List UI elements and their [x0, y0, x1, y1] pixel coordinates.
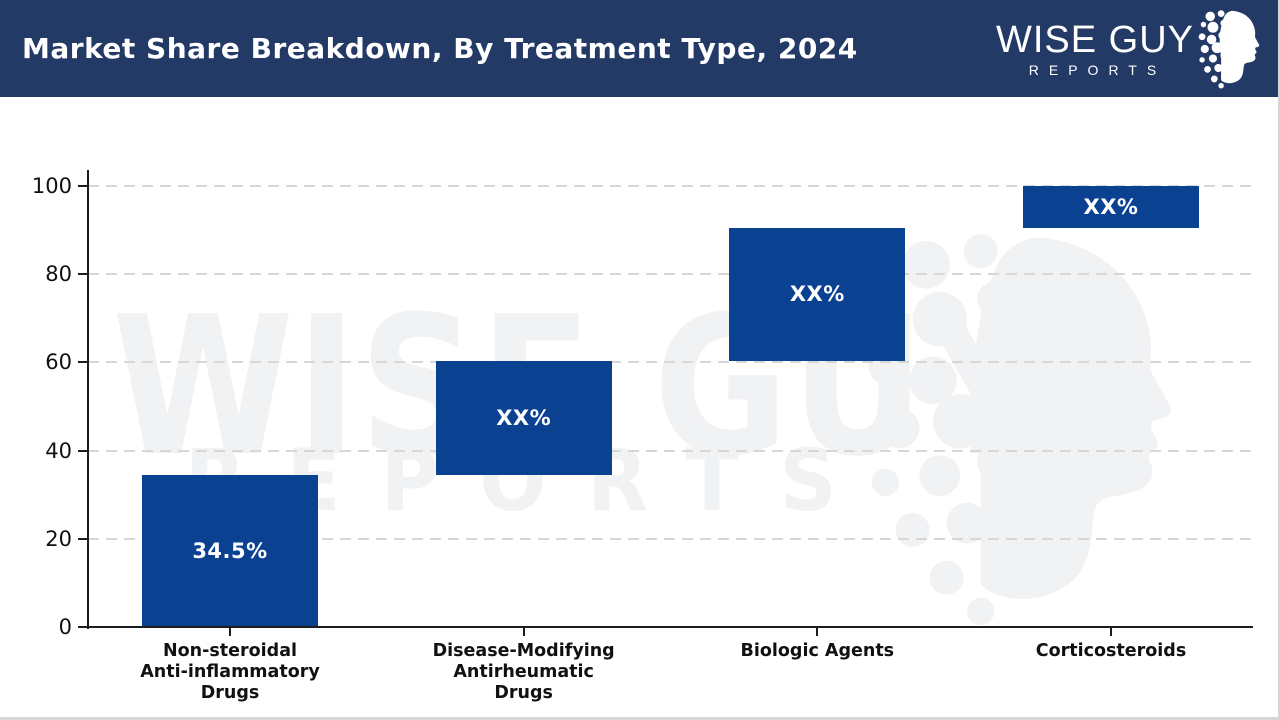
y-tick-label: 80 — [45, 262, 72, 287]
wise-guy-logo: WISE GUY REPORTS — [996, 6, 1266, 92]
x-axis-label-line: Drugs — [200, 683, 260, 703]
y-tick-mark — [78, 449, 87, 452]
gridline — [88, 273, 1253, 276]
x-axis-label: Biologic Agents — [667, 641, 967, 662]
x-axis-line — [87, 626, 1253, 628]
y-tick-mark — [78, 626, 87, 628]
gridline — [88, 361, 1253, 364]
bar-value-label: XX% — [1083, 194, 1139, 219]
bar-value-label: XX% — [789, 282, 845, 307]
x-axis-label-line: Drugs — [494, 683, 553, 703]
gridline — [88, 185, 1253, 187]
y-tick-label: 60 — [45, 350, 72, 375]
x-axis-label-line: Non-steroidal — [162, 641, 298, 661]
logo-text: WISE GUY REPORTS — [996, 20, 1194, 78]
x-axis-label-line: Biologic Agents — [740, 641, 895, 661]
y-axis-line — [87, 170, 89, 629]
x-axis-label: Non-steroidal Anti-inflammatory Drugs — [80, 641, 380, 704]
bar: 34.5% — [142, 474, 318, 627]
x-axis-label-line: Antirheumatic — [453, 662, 594, 682]
y-tick-label: 40 — [45, 438, 72, 463]
x-tick-mark — [522, 627, 525, 636]
x-tick-mark — [816, 627, 819, 636]
y-tick-mark — [78, 537, 87, 540]
gridline — [88, 537, 1253, 540]
y-tick-mark — [78, 361, 87, 364]
x-tick-mark — [1110, 627, 1112, 636]
bar: XX% — [729, 227, 906, 362]
chart-area: 34.5% XX% XX% XX% 0 20 40 60 80 100 Non-steroidal… — [0, 97, 1280, 717]
y-tick-label: 100 — [31, 174, 72, 198]
page-title: Market Share Breakdown, By Treatment Typ… — [22, 32, 858, 65]
wiseguy-head-icon — [1198, 10, 1260, 89]
gridline — [88, 449, 1253, 452]
bar: XX% — [435, 361, 612, 475]
header-bar: Market Share Breakdown, By Treatment Typ… — [0, 0, 1280, 97]
x-axis-label: Disease-Modifying Antirheumatic Drugs — [374, 641, 674, 704]
bar-value-label: XX% — [496, 405, 552, 430]
x-axis-label: Corticosteroids — [961, 641, 1261, 662]
logo-subtitle: REPORTS — [1028, 62, 1167, 78]
y-tick-mark — [78, 273, 87, 276]
x-axis-label-line: Corticosteroids — [1035, 641, 1187, 661]
x-tick-mark — [229, 627, 231, 636]
y-tick-mark — [78, 185, 87, 187]
y-tick-label: 0 — [58, 615, 72, 639]
x-axis-label-line: Disease-Modifying — [432, 641, 615, 661]
bar-value-label: 34.5% — [192, 538, 268, 563]
bar: XX% — [1023, 186, 1199, 228]
x-axis-label-line: Anti-inflammatory — [140, 662, 320, 682]
y-tick-label: 20 — [45, 526, 72, 551]
logo-wordmark: WISE GUY — [995, 19, 1194, 61]
